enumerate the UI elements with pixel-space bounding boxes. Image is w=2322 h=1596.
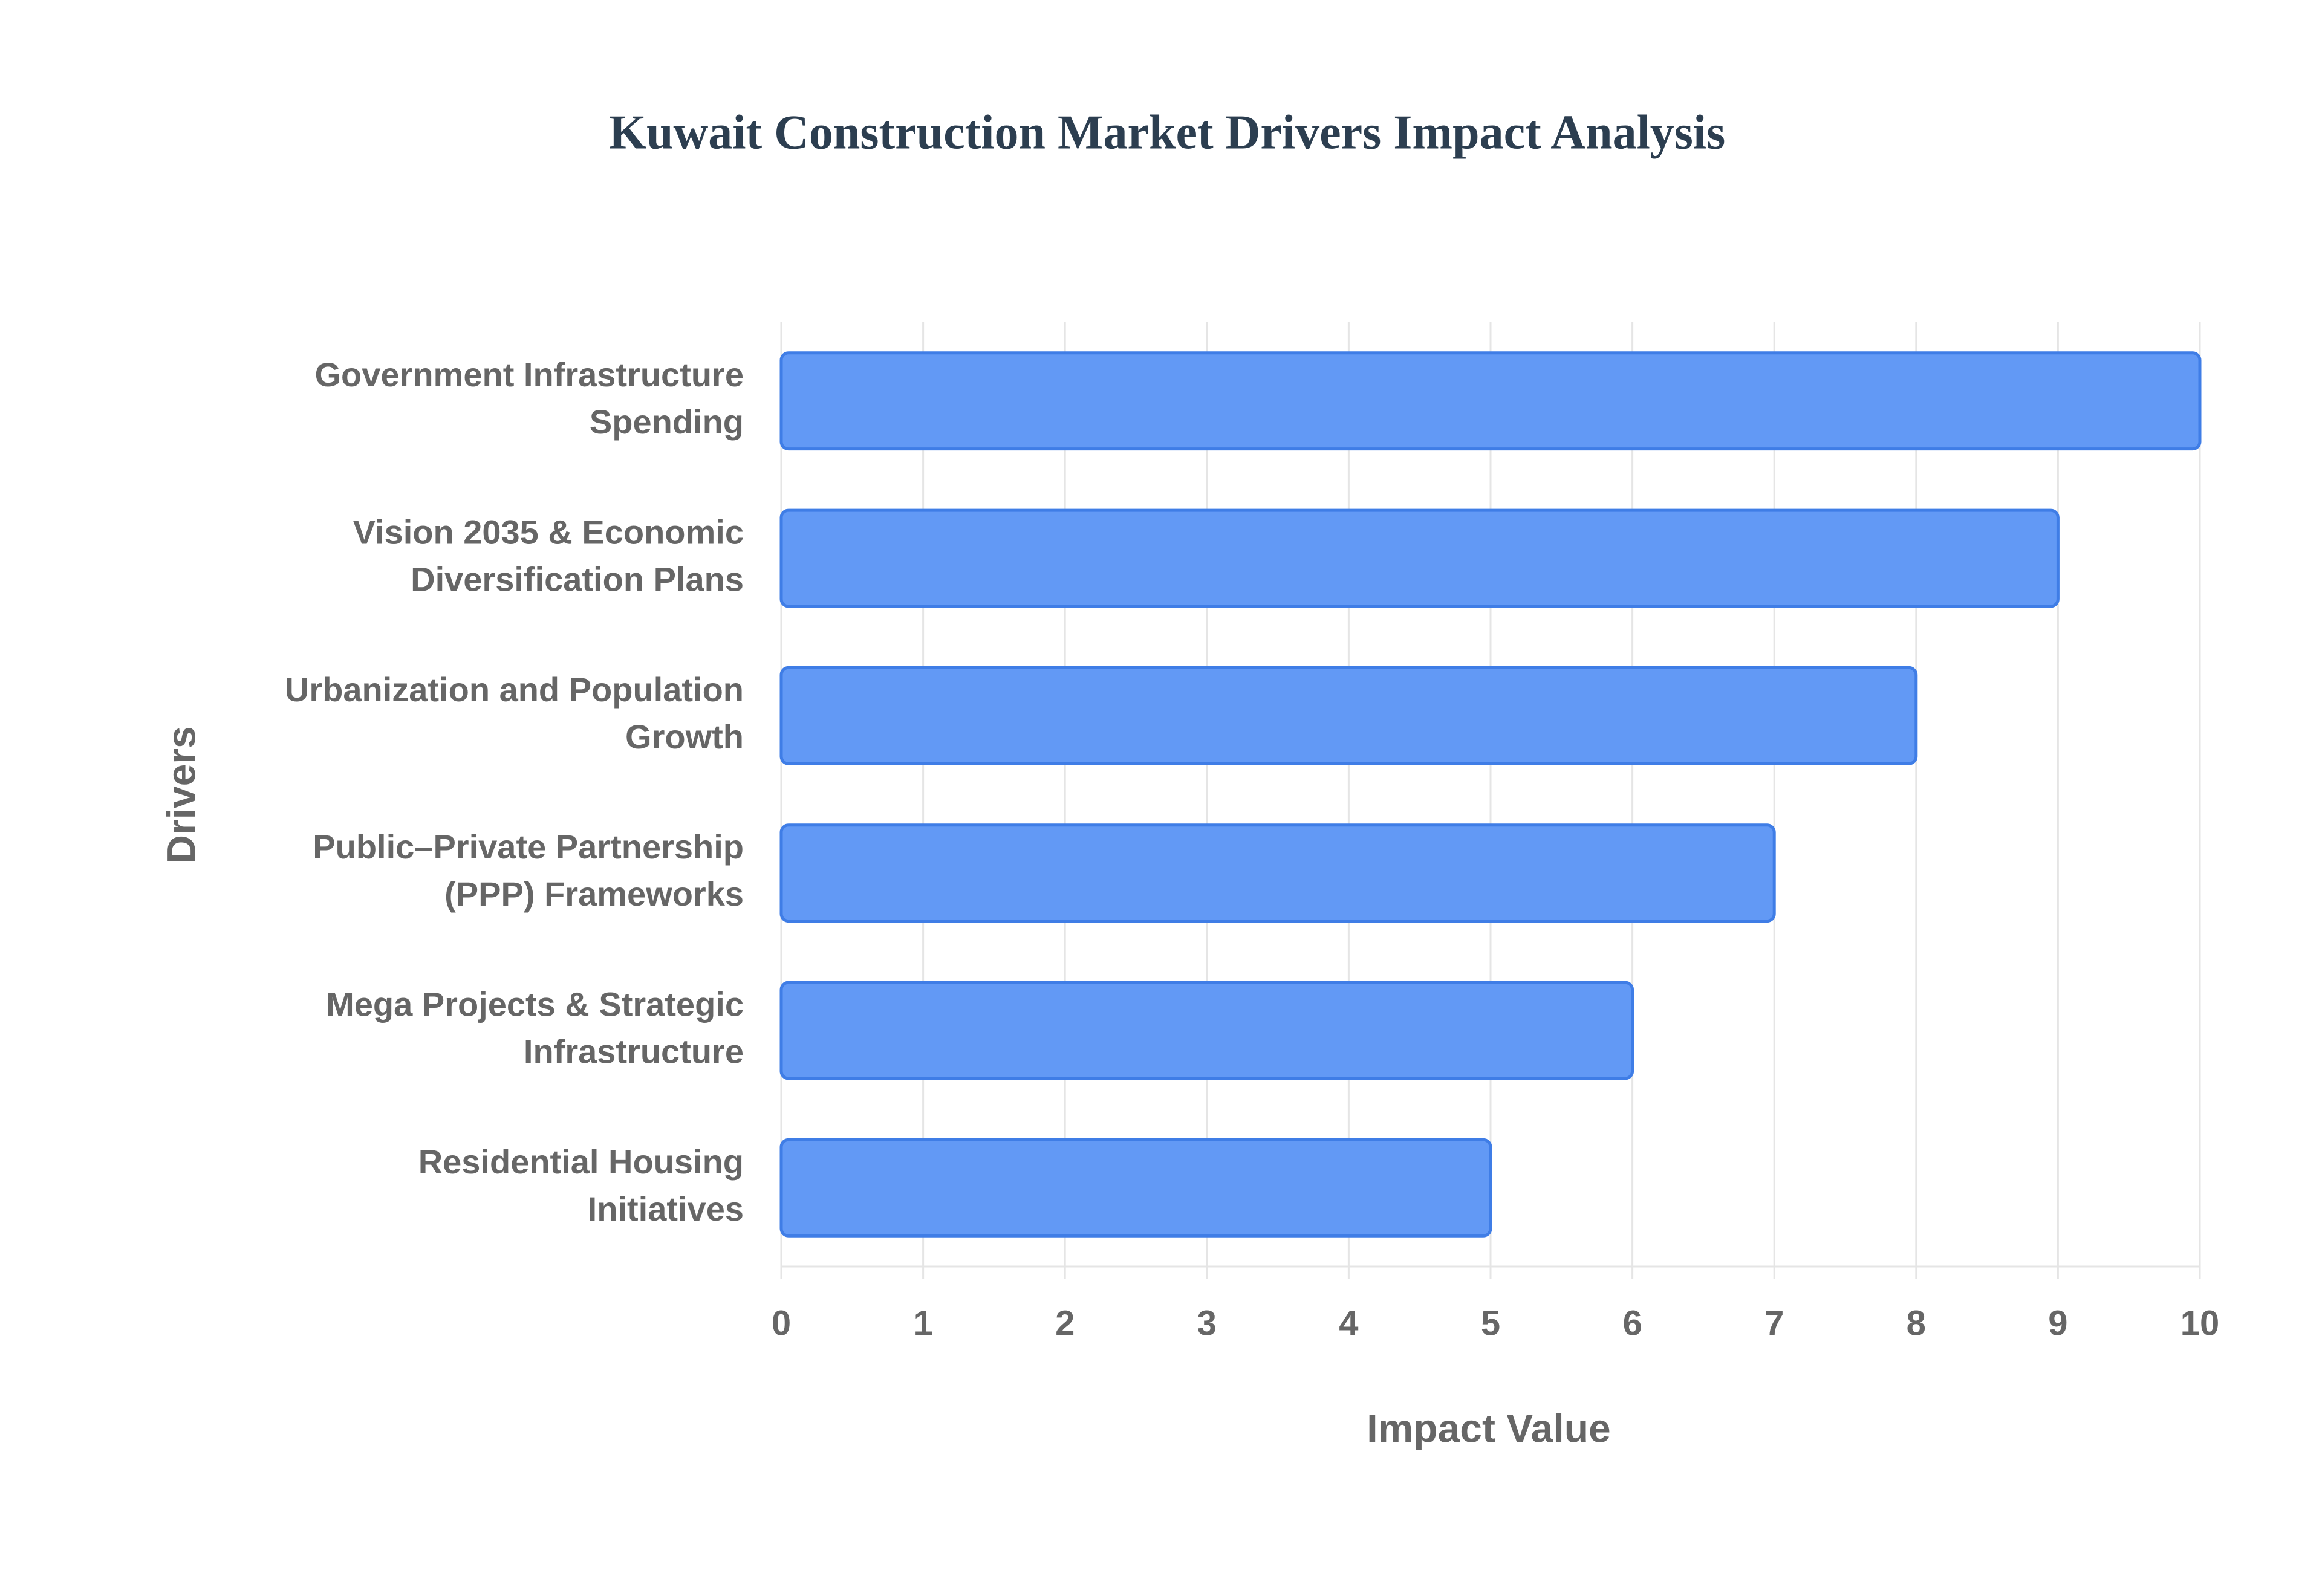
x-tick-label: 1: [913, 1303, 932, 1343]
y-tick-label: Mega Projects & Strategic Infrastructure: [326, 985, 744, 1070]
y-tick-label: Public–Private Partnership (PPP) Framewor…: [313, 828, 744, 913]
y-tick-label: Vision 2035 & Economic Diversification Pl…: [353, 513, 744, 598]
x-axis-title: Impact Value: [1367, 1406, 1611, 1450]
y-tick-label: Government Infrastructure Spending: [315, 355, 744, 441]
x-tick-label: 5: [1481, 1303, 1500, 1343]
x-tick-label: 8: [1907, 1303, 1926, 1343]
x-tick-label: 9: [2048, 1303, 2067, 1343]
x-tick-label: 3: [1197, 1303, 1217, 1343]
y-axis-title: Drivers: [158, 726, 203, 864]
bar: [779, 666, 1918, 765]
x-tick-label: 2: [1055, 1303, 1075, 1343]
x-tick-label: 4: [1339, 1303, 1358, 1343]
bar: [779, 823, 1776, 923]
chart-title: Kuwait Construction Market Drivers Impac…: [609, 106, 1726, 159]
x-tick-label: 6: [1622, 1303, 1642, 1343]
bar: [779, 981, 1634, 1080]
bar: [779, 1138, 1492, 1238]
x-tick-label: 7: [1764, 1303, 1784, 1343]
bar: [779, 351, 2202, 451]
x-tick-label: 10: [2181, 1303, 2220, 1343]
x-tick-label: 0: [772, 1303, 791, 1343]
bar: [779, 508, 2060, 608]
y-tick-label: Urbanization and Population Growth: [285, 670, 744, 756]
y-tick-label: Residential Housing Initiatives: [418, 1143, 744, 1228]
